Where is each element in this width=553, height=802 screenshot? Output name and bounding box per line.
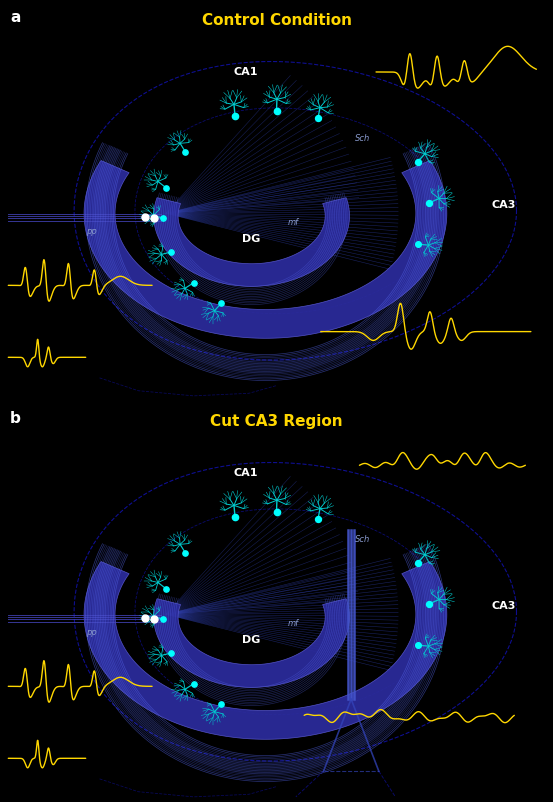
Polygon shape — [84, 160, 447, 338]
Text: b: b — [10, 411, 21, 427]
Text: DG: DG — [242, 634, 261, 645]
Text: CA1: CA1 — [234, 67, 258, 76]
Text: Sch: Sch — [354, 536, 370, 545]
Text: pp: pp — [86, 628, 97, 637]
Text: DG: DG — [242, 233, 261, 244]
Text: pp: pp — [86, 227, 97, 236]
Text: Control Condition: Control Condition — [201, 13, 352, 28]
Text: mf: mf — [288, 619, 299, 628]
Polygon shape — [154, 198, 349, 286]
Text: mf: mf — [288, 218, 299, 227]
Polygon shape — [84, 561, 447, 739]
Text: Sch: Sch — [354, 135, 370, 144]
Text: CA3: CA3 — [491, 200, 515, 210]
Text: CA3: CA3 — [491, 602, 515, 611]
Polygon shape — [154, 599, 349, 687]
Text: a: a — [10, 10, 20, 26]
Text: CA1: CA1 — [234, 468, 258, 477]
Text: Cut CA3 Region: Cut CA3 Region — [210, 414, 343, 429]
